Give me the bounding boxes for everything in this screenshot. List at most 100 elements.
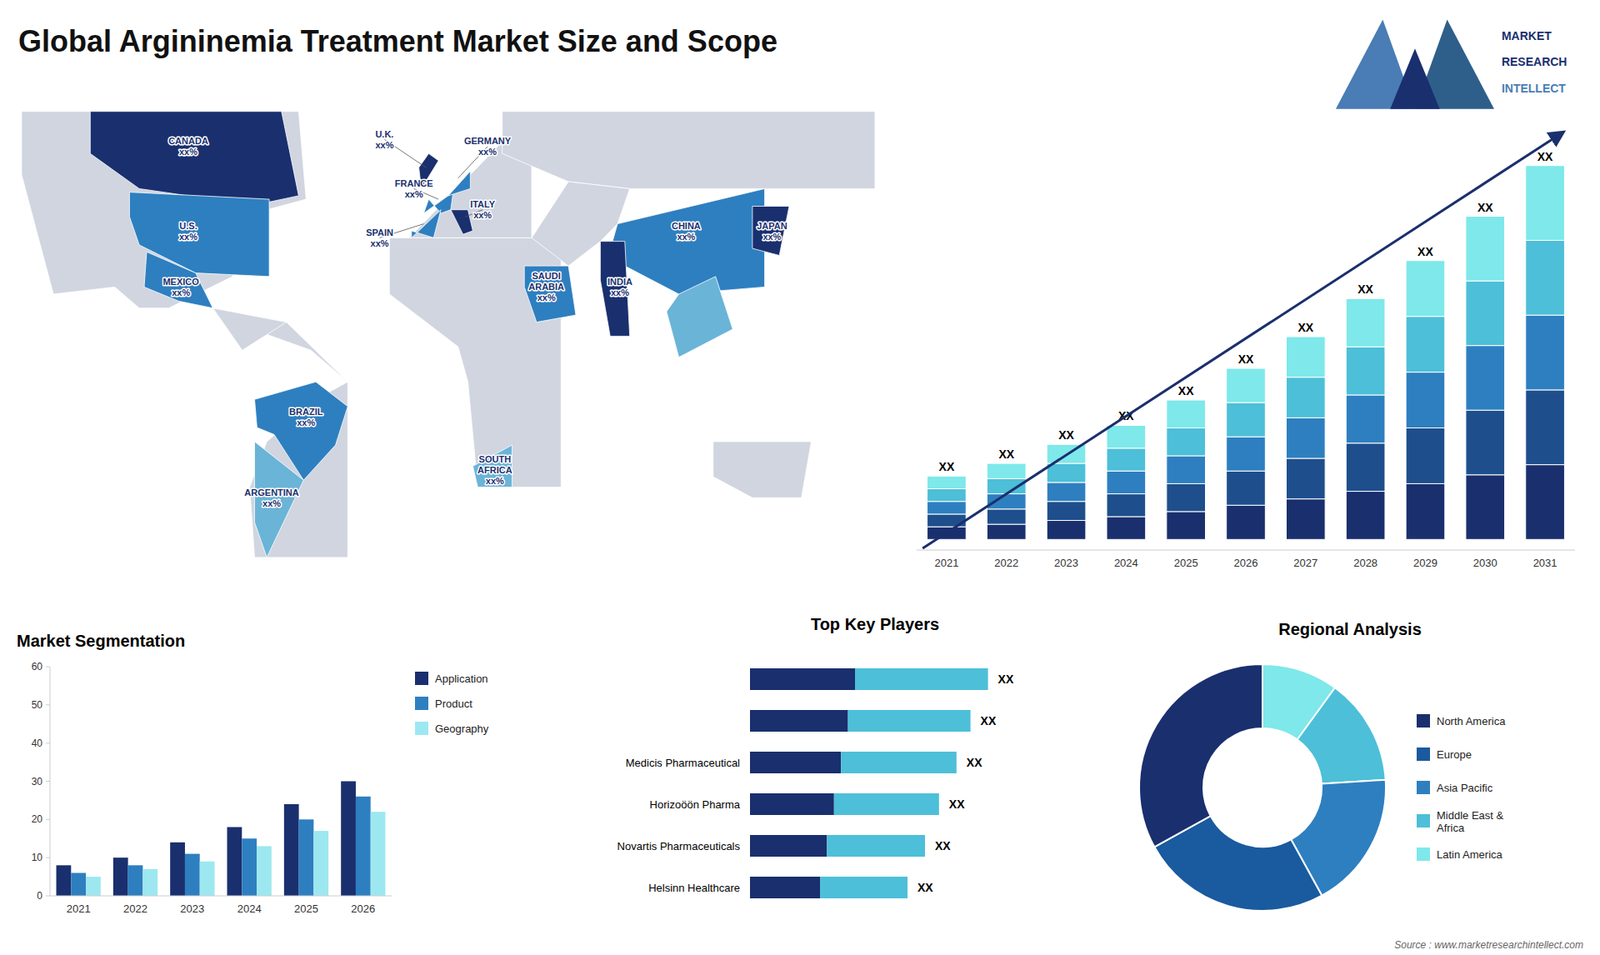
text-line: xx% [375, 140, 394, 150]
y-tick [45, 857, 50, 859]
y-tick-label: Novartis Pharmaceuticals [617, 840, 741, 853]
bar-label: XX [1477, 200, 1494, 215]
bar-label: XX [939, 460, 955, 474]
text-line: Africa [1436, 820, 1465, 834]
x-tick-label: 2024 [237, 902, 262, 915]
bar-segment [1166, 428, 1206, 456]
bar [200, 861, 215, 896]
logo-text: INTELLECT [1501, 81, 1566, 95]
bar-segment [1226, 436, 1266, 471]
land [713, 441, 812, 498]
text-line: xx% [610, 287, 630, 298]
x-tick-label: 2022 [123, 902, 148, 915]
y-tick-label: 0 [36, 890, 43, 902]
y-tick [45, 780, 50, 782]
bar-segment [927, 501, 967, 515]
bar-segment [855, 668, 989, 690]
bar-segment [1345, 443, 1385, 492]
land [411, 210, 441, 239]
text-line: xx% [179, 231, 198, 242]
logo-text: MARKET [1501, 29, 1552, 43]
y-tick [45, 742, 50, 744]
country-label: U.S.xx% [179, 220, 198, 242]
text-line: U.S. [179, 220, 197, 231]
country-label: U.K.xx% [375, 129, 394, 150]
bar-segment [1525, 240, 1565, 315]
text-line: xx% [296, 417, 315, 428]
bar [313, 830, 329, 896]
map-labels: CANADAxx%U.S.xx%MEXICOxx%BRAZILxx%ARGENT… [162, 129, 787, 509]
bar [256, 845, 272, 896]
land [448, 170, 471, 196]
x-tick-label: 2025 [294, 902, 319, 915]
bar-segment [826, 835, 925, 857]
donut-slice [1139, 664, 1263, 847]
bar-segment [1345, 346, 1385, 395]
country-label: BRAZILxx% [289, 406, 324, 428]
land [255, 441, 305, 558]
text-line: SOUTH [479, 454, 512, 465]
bar-segment [1345, 298, 1385, 347]
bar-segment [1106, 448, 1146, 471]
country-label: ITALYxx% [470, 199, 496, 220]
y-tick-label: 50 [31, 699, 44, 711]
bar-segment [1046, 520, 1086, 540]
land [90, 111, 299, 210]
bar-segment [1046, 463, 1086, 483]
x-axis-line [916, 550, 1575, 551]
bar-label: XX [966, 755, 983, 770]
bar-segment [1226, 368, 1266, 403]
bar-segment [1285, 458, 1325, 500]
bar-segment [1166, 511, 1206, 540]
bar-segment [840, 751, 957, 774]
bar-segment [986, 509, 1026, 525]
x-tick-label: 2021 [66, 902, 91, 915]
land [212, 308, 286, 351]
bar-label: XX [980, 714, 997, 728]
x-tick-label: 2021 [934, 556, 959, 570]
bar-segment [1525, 315, 1565, 390]
bar-label: XX [998, 447, 1015, 461]
bar-label: XX [917, 880, 934, 895]
x-tick-label: 2026 [350, 902, 375, 915]
bar-segment [1106, 425, 1146, 448]
page-title: Global Argininemia Treatment Market Size… [18, 24, 778, 59]
bar [370, 811, 386, 896]
bar-segment [1166, 455, 1206, 484]
land [21, 111, 306, 309]
bar-segment [1285, 417, 1325, 459]
bar [185, 854, 200, 896]
legend-label: Middle East &Africa [1436, 808, 1505, 834]
country-label: SOUTHAFRICAxx% [477, 454, 513, 486]
legend-label: Geography [435, 722, 490, 735]
text-line: SPAIN [365, 227, 394, 238]
bar-segment [750, 668, 855, 690]
legend-swatch [1416, 747, 1430, 761]
bar-segment [927, 488, 967, 501]
text-line: ARGENTINA [244, 487, 299, 498]
legend-swatch [1416, 847, 1430, 861]
bar-segment [1285, 499, 1325, 540]
country-label: CANADAxx% [168, 135, 209, 157]
chart-title: Market Segmentation [16, 631, 185, 650]
text-line: SAUDI [532, 270, 561, 281]
x-tick-label: 2028 [1353, 556, 1378, 570]
y-tick [45, 666, 50, 668]
bars [750, 668, 989, 899]
x-tick-label: 2026 [1234, 556, 1259, 570]
y-tick [45, 704, 50, 705]
x-axis-line [50, 895, 392, 897]
bar-segment [1405, 483, 1445, 540]
bar-label: XX [935, 839, 951, 853]
bar-segment [848, 710, 971, 732]
legend-swatch [415, 721, 429, 735]
text-line: xx% [405, 189, 424, 200]
land [389, 237, 561, 487]
bar-segment [1525, 390, 1565, 465]
legend-swatch [415, 671, 429, 685]
bar-segment [1405, 260, 1445, 317]
bar [85, 876, 101, 896]
bar-segment [1525, 465, 1565, 540]
text-line: U.K. [375, 129, 394, 140]
text-line: xx% [262, 498, 281, 509]
